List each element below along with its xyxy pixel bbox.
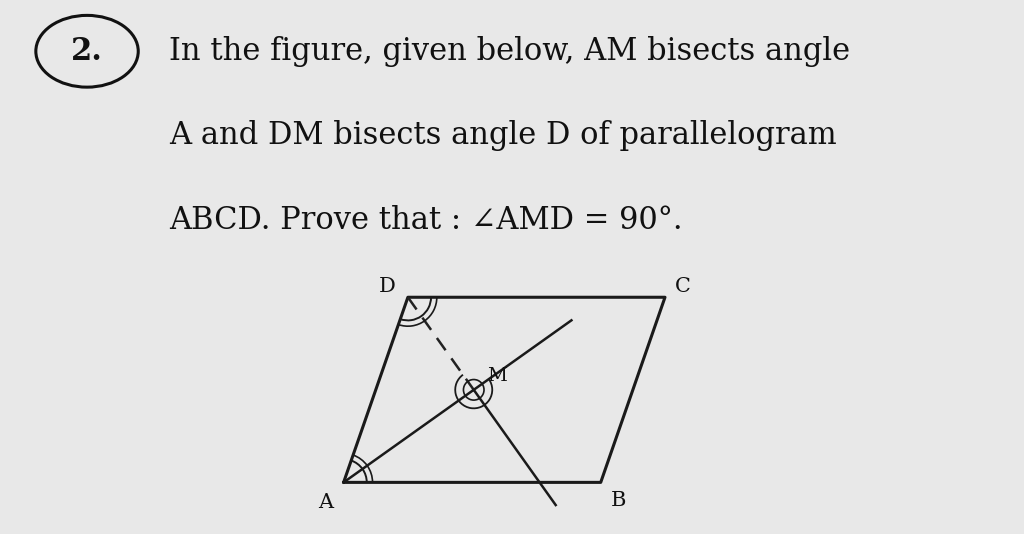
Text: 2.: 2.	[71, 36, 103, 67]
Text: ABCD. Prove that : ∠AMD = 90°.: ABCD. Prove that : ∠AMD = 90°.	[169, 205, 683, 236]
Text: B: B	[611, 491, 627, 510]
Text: A: A	[318, 493, 333, 513]
Text: A and DM bisects angle D of parallelogram: A and DM bisects angle D of parallelogra…	[169, 120, 837, 151]
Text: In the figure, given below, AM bisects angle: In the figure, given below, AM bisects a…	[169, 36, 850, 67]
Text: D: D	[379, 278, 395, 296]
Text: C: C	[675, 278, 691, 296]
Text: M: M	[486, 367, 507, 384]
